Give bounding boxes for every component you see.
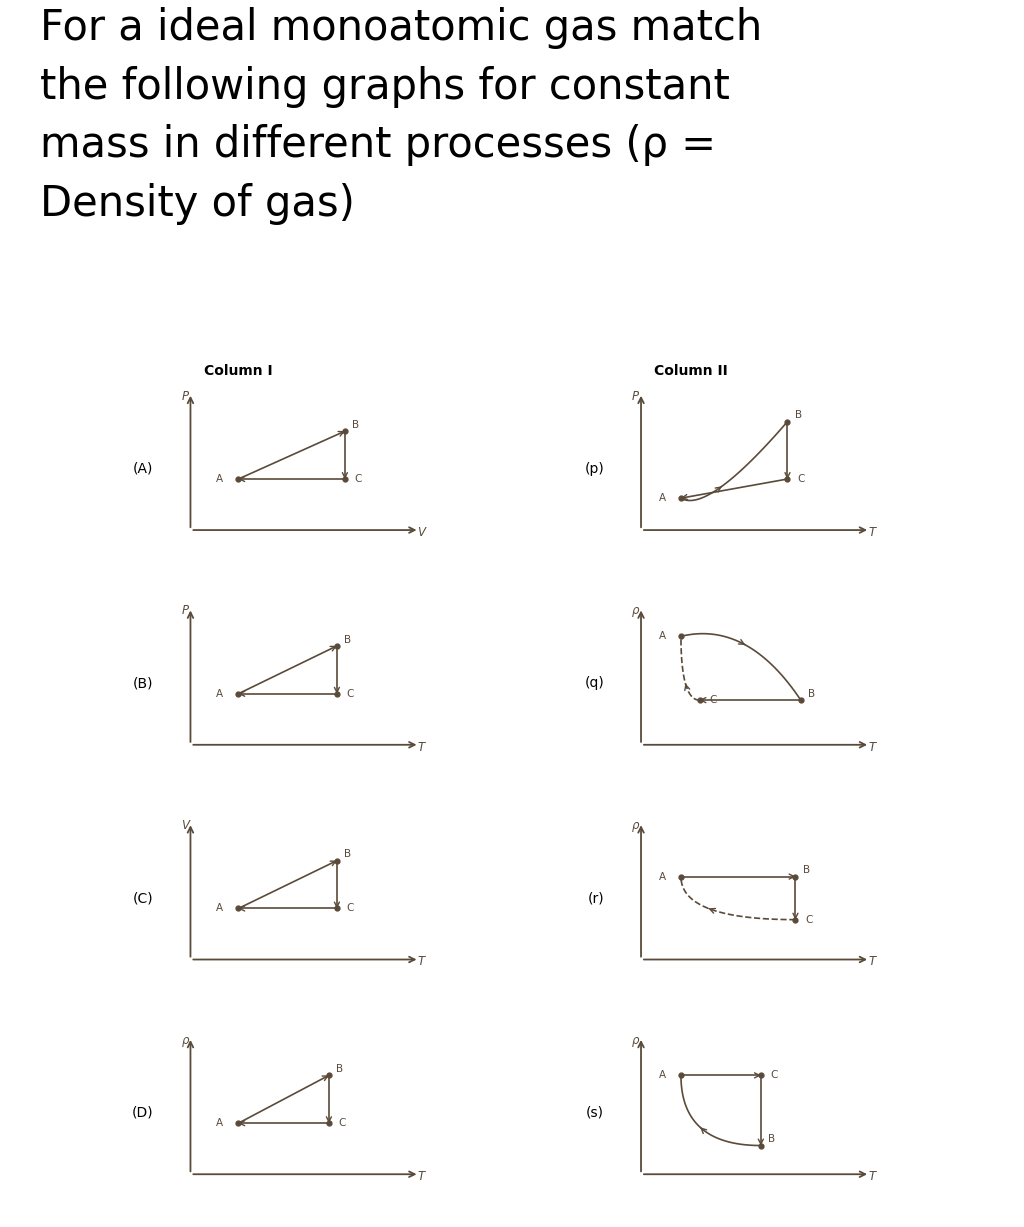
Text: T: T [868, 956, 876, 968]
Text: C: C [710, 696, 717, 706]
Text: A: A [658, 493, 666, 503]
Text: C: C [346, 688, 354, 698]
Text: (p): (p) [585, 461, 604, 476]
Text: T: T [868, 526, 876, 539]
Text: B: B [336, 1064, 343, 1074]
Text: (B): (B) [133, 676, 154, 691]
Text: V: V [417, 526, 425, 539]
Text: C: C [346, 903, 354, 913]
Text: B: B [768, 1134, 775, 1144]
Text: (s): (s) [586, 1106, 604, 1120]
Text: Column II: Column II [654, 364, 728, 378]
Text: T: T [418, 1171, 425, 1183]
Text: T: T [418, 741, 425, 753]
Text: (q): (q) [585, 676, 604, 691]
Text: ρ: ρ [632, 820, 639, 832]
Text: V: V [181, 820, 189, 832]
Text: B: B [344, 849, 351, 859]
Text: (r): (r) [588, 891, 604, 906]
Text: T: T [868, 1171, 876, 1183]
Text: T: T [418, 956, 425, 968]
Text: ρ: ρ [181, 1034, 188, 1047]
Text: A: A [216, 1118, 223, 1128]
Text: C: C [354, 474, 361, 483]
Text: T: T [868, 741, 876, 753]
Text: (D): (D) [132, 1106, 154, 1120]
Text: Column I: Column I [204, 364, 272, 378]
Text: P: P [632, 390, 639, 402]
Text: For a ideal monoatomic gas match
the following graphs for constant
mass in diffe: For a ideal monoatomic gas match the fol… [40, 7, 763, 225]
Text: B: B [352, 420, 359, 429]
Text: C: C [805, 914, 812, 925]
Text: A: A [216, 903, 223, 913]
Text: B: B [803, 865, 810, 875]
Text: A: A [216, 688, 223, 698]
Text: B: B [808, 688, 815, 698]
Text: C: C [339, 1118, 346, 1128]
Text: (A): (A) [133, 461, 154, 476]
Text: C: C [770, 1070, 778, 1080]
Text: A: A [658, 871, 666, 881]
Text: ρ: ρ [632, 605, 639, 617]
Text: B: B [795, 410, 802, 420]
Text: A: A [216, 474, 223, 483]
Text: ρ: ρ [632, 1034, 639, 1047]
Text: P: P [181, 390, 188, 402]
Text: C: C [797, 474, 805, 483]
Text: A: A [658, 632, 666, 642]
Text: A: A [658, 1070, 666, 1080]
Text: B: B [344, 634, 351, 644]
Text: (C): (C) [133, 891, 154, 906]
Text: P: P [181, 605, 188, 617]
